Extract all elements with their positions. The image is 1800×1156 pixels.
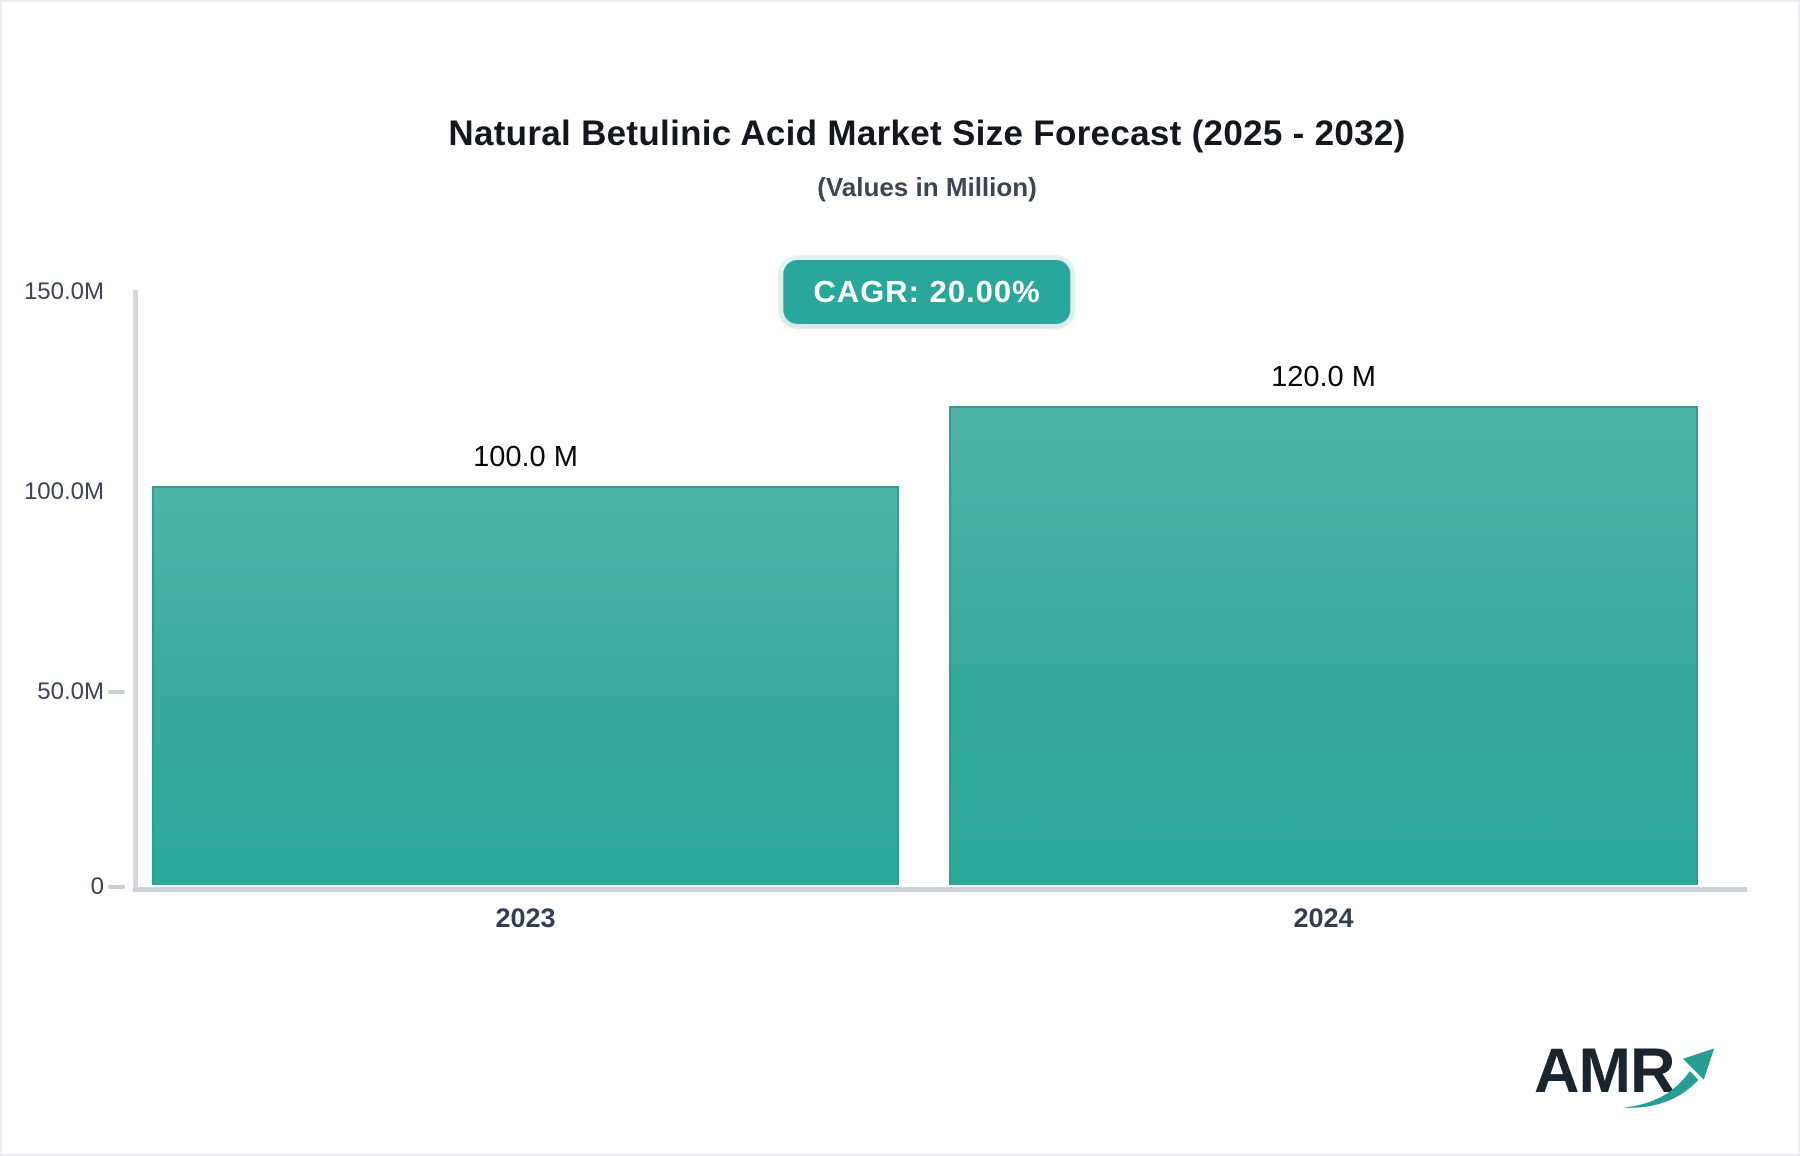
cagr-badge: CAGR: 20.00%	[783, 260, 1071, 324]
y-tick-label-50m: 50.0M	[37, 678, 104, 705]
amr-logo-arrow-icon	[1621, 1048, 1715, 1108]
y-tick-label-100m: 100.0M	[23, 478, 104, 505]
amr-logo: AMR	[1534, 1034, 1715, 1118]
amr-logo-text: AMR	[1534, 1036, 1675, 1106]
bar-value-label-2023: 100.0 M	[473, 441, 578, 473]
y-tick-mark-50m	[108, 690, 125, 694]
bar-2023[interactable]	[152, 486, 899, 885]
bar-group-2024: 120.0 M	[949, 361, 1698, 885]
y-tick-label-150m: 150.0M	[23, 278, 104, 305]
x-axis-label-2024: 2024	[1293, 903, 1354, 933]
bar-value-label-2024: 120.0 M	[1271, 361, 1376, 393]
bar-group-2023: 100.0 M	[152, 441, 899, 885]
x-axis-label-2023: 2023	[495, 903, 556, 933]
y-axis-line	[133, 290, 138, 891]
y-tick-label-0: 0	[90, 873, 104, 900]
chart-title: Natural Betulinic Acid Market Size Forec…	[448, 114, 1406, 153]
chart-subtitle: (Values in Million)	[817, 172, 1037, 202]
x-axis-line	[133, 887, 1747, 892]
y-tick-mark-0	[108, 885, 125, 889]
bar-2024[interactable]	[949, 406, 1698, 885]
